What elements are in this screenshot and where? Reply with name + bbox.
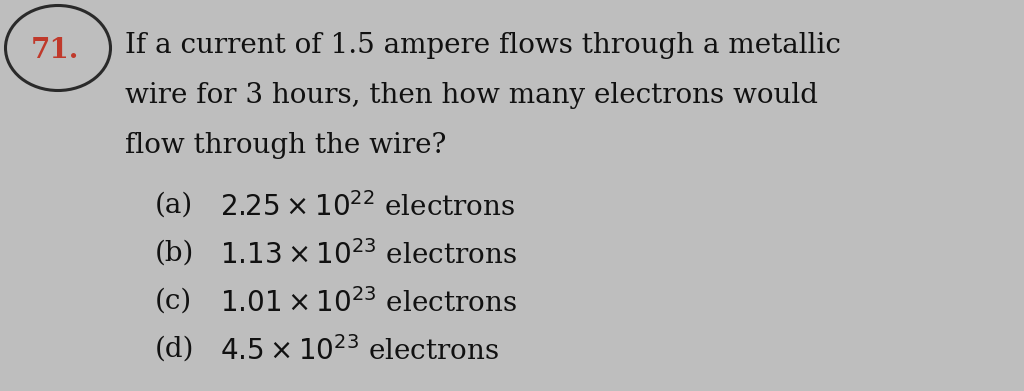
Text: If a current of 1.5 ampere flows through a metallic: If a current of 1.5 ampere flows through… [125, 32, 841, 59]
Text: $4.5 \times 10^{23}$ electrons: $4.5 \times 10^{23}$ electrons [220, 336, 499, 366]
Text: (a): (a) [155, 192, 194, 219]
Text: 71.: 71. [31, 36, 79, 63]
Text: $1.01 \times 10^{23}$ electrons: $1.01 \times 10^{23}$ electrons [220, 288, 517, 318]
Text: wire for 3 hours, then how many electrons would: wire for 3 hours, then how many electron… [125, 82, 818, 109]
Text: (c): (c) [155, 288, 193, 315]
Text: $2.25 \times 10^{22}$ electrons: $2.25 \times 10^{22}$ electrons [220, 192, 515, 222]
Text: (d): (d) [155, 336, 195, 363]
Text: $1.13 \times 10^{23}$ electrons: $1.13 \times 10^{23}$ electrons [220, 240, 517, 270]
Text: flow through the wire?: flow through the wire? [125, 132, 446, 159]
Text: (b): (b) [155, 240, 195, 267]
